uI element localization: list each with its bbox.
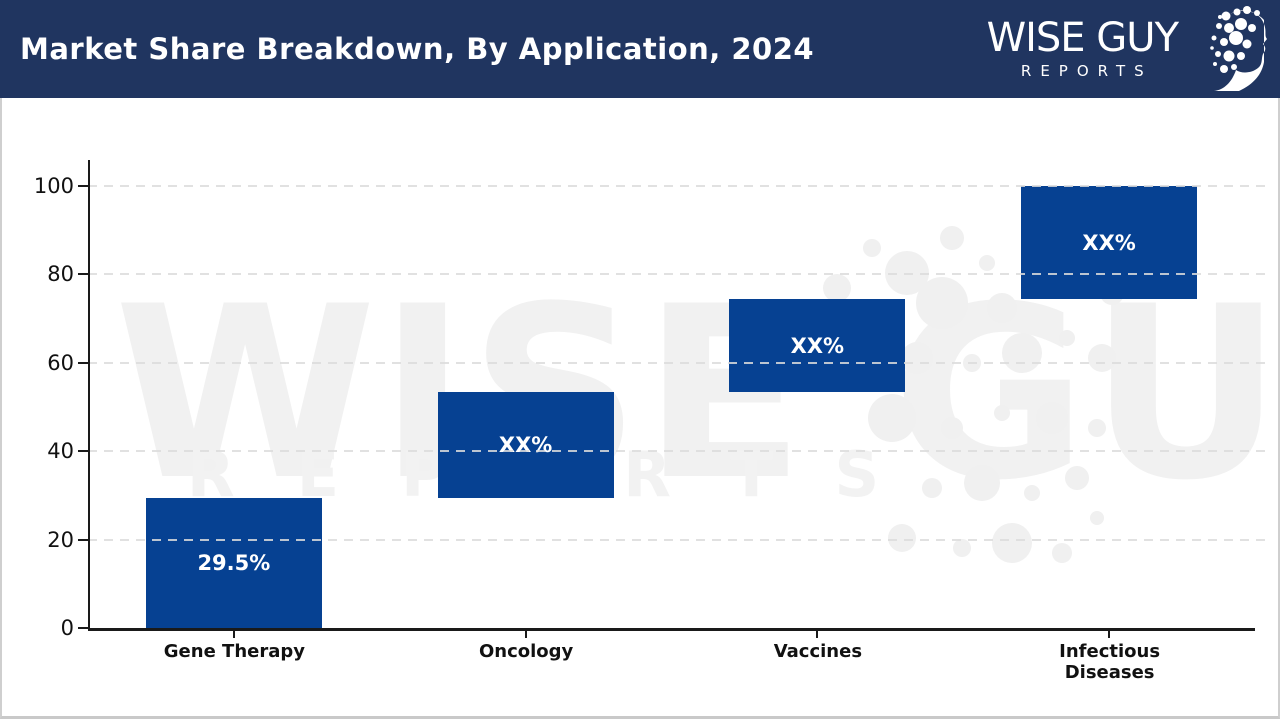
watermark-dot — [901, 342, 933, 374]
bar-infectious-diseases: XX% — [1021, 186, 1198, 300]
watermark-dot — [888, 524, 916, 552]
brand-logo: WISE GUY REPORTS — [987, 4, 1270, 92]
header-bar: Market Share Breakdown, By Application, … — [0, 0, 1280, 98]
x-axis-line — [88, 628, 1255, 631]
gridline-y20 — [88, 538, 1269, 541]
y-tick-label-80: 80 — [47, 262, 74, 287]
y-tick-60 — [78, 361, 88, 364]
bar-value-label: XX% — [498, 433, 553, 457]
x-tick-oncology — [524, 631, 527, 638]
brand-logo-text: WISE GUY REPORTS — [986, 15, 1179, 80]
gridline-y60 — [88, 361, 1269, 364]
watermark-dot — [916, 277, 968, 329]
watermark-dot — [941, 417, 963, 439]
y-tick-label-100: 100 — [33, 174, 74, 198]
watermark-dot — [994, 405, 1010, 421]
bar-value-label: XX% — [1082, 230, 1136, 255]
watermark-dot — [1088, 344, 1116, 372]
watermark-dot — [823, 274, 851, 302]
y-tick-0 — [78, 627, 88, 629]
dotted-face-icon — [1210, 6, 1267, 91]
page-title: Market Share Breakdown, By Application, … — [20, 32, 815, 66]
watermark-dot — [863, 239, 881, 257]
y-tick-label-60: 60 — [47, 350, 74, 375]
watermark-dot — [953, 539, 971, 557]
watermark-dot — [1090, 511, 1104, 525]
waterfall-chart: 0 20 40 60 80 100 29.5% Gene Therapy XX% Oncology… — [2, 98, 1278, 716]
watermark-dot — [992, 523, 1032, 563]
gridline-y80 — [88, 273, 1269, 276]
y-axis-line — [88, 160, 90, 630]
bar-oncology: XX% — [437, 392, 614, 498]
x-tick-vaccines — [816, 631, 819, 638]
y-tick-20 — [78, 538, 88, 541]
y-tick-80 — [78, 273, 88, 276]
watermark-dot — [1059, 330, 1075, 346]
y-tick-label-40: 40 — [47, 439, 74, 464]
watermark-dot — [1052, 543, 1072, 563]
category-label-infectious-diseases: Infectious Diseases — [1059, 641, 1161, 683]
bar-vaccines: XX% — [729, 299, 906, 393]
watermark-dot — [987, 293, 1017, 323]
gridline-y40 — [88, 450, 1269, 453]
y-tick-label-20: 20 — [47, 527, 74, 552]
category-label-oncology: Oncology — [478, 641, 574, 662]
watermark-dot — [922, 478, 942, 498]
watermark-dot — [940, 226, 964, 250]
watermark-dot — [868, 394, 916, 442]
y-tick-40 — [78, 450, 88, 453]
watermark-dot — [979, 255, 995, 271]
watermark-dot — [1088, 419, 1106, 437]
category-label-gene-therapy: Gene Therapy — [163, 641, 305, 662]
watermark-dot — [1065, 466, 1089, 490]
brand-subname: REPORTS — [1020, 62, 1153, 80]
y-tick-label-0: 0 — [60, 616, 74, 640]
watermark-dot — [1002, 333, 1042, 373]
y-tick-100 — [78, 185, 88, 187]
gridline-y100 — [88, 185, 1269, 187]
watermark-dot — [964, 465, 1000, 501]
category-label-vaccines: Vaccines — [773, 641, 863, 662]
bar-value-label: 29.5% — [197, 550, 271, 575]
x-tick-gene-therapy — [232, 631, 235, 638]
x-tick-infectious-diseases — [1108, 631, 1111, 638]
bar-gene-therapy: 29.5% — [145, 497, 322, 628]
bar-value-label: XX% — [790, 333, 845, 358]
watermark-dot — [1024, 485, 1040, 501]
brand-name: WISE GUY — [986, 15, 1179, 61]
watermark-dot — [1036, 402, 1068, 434]
